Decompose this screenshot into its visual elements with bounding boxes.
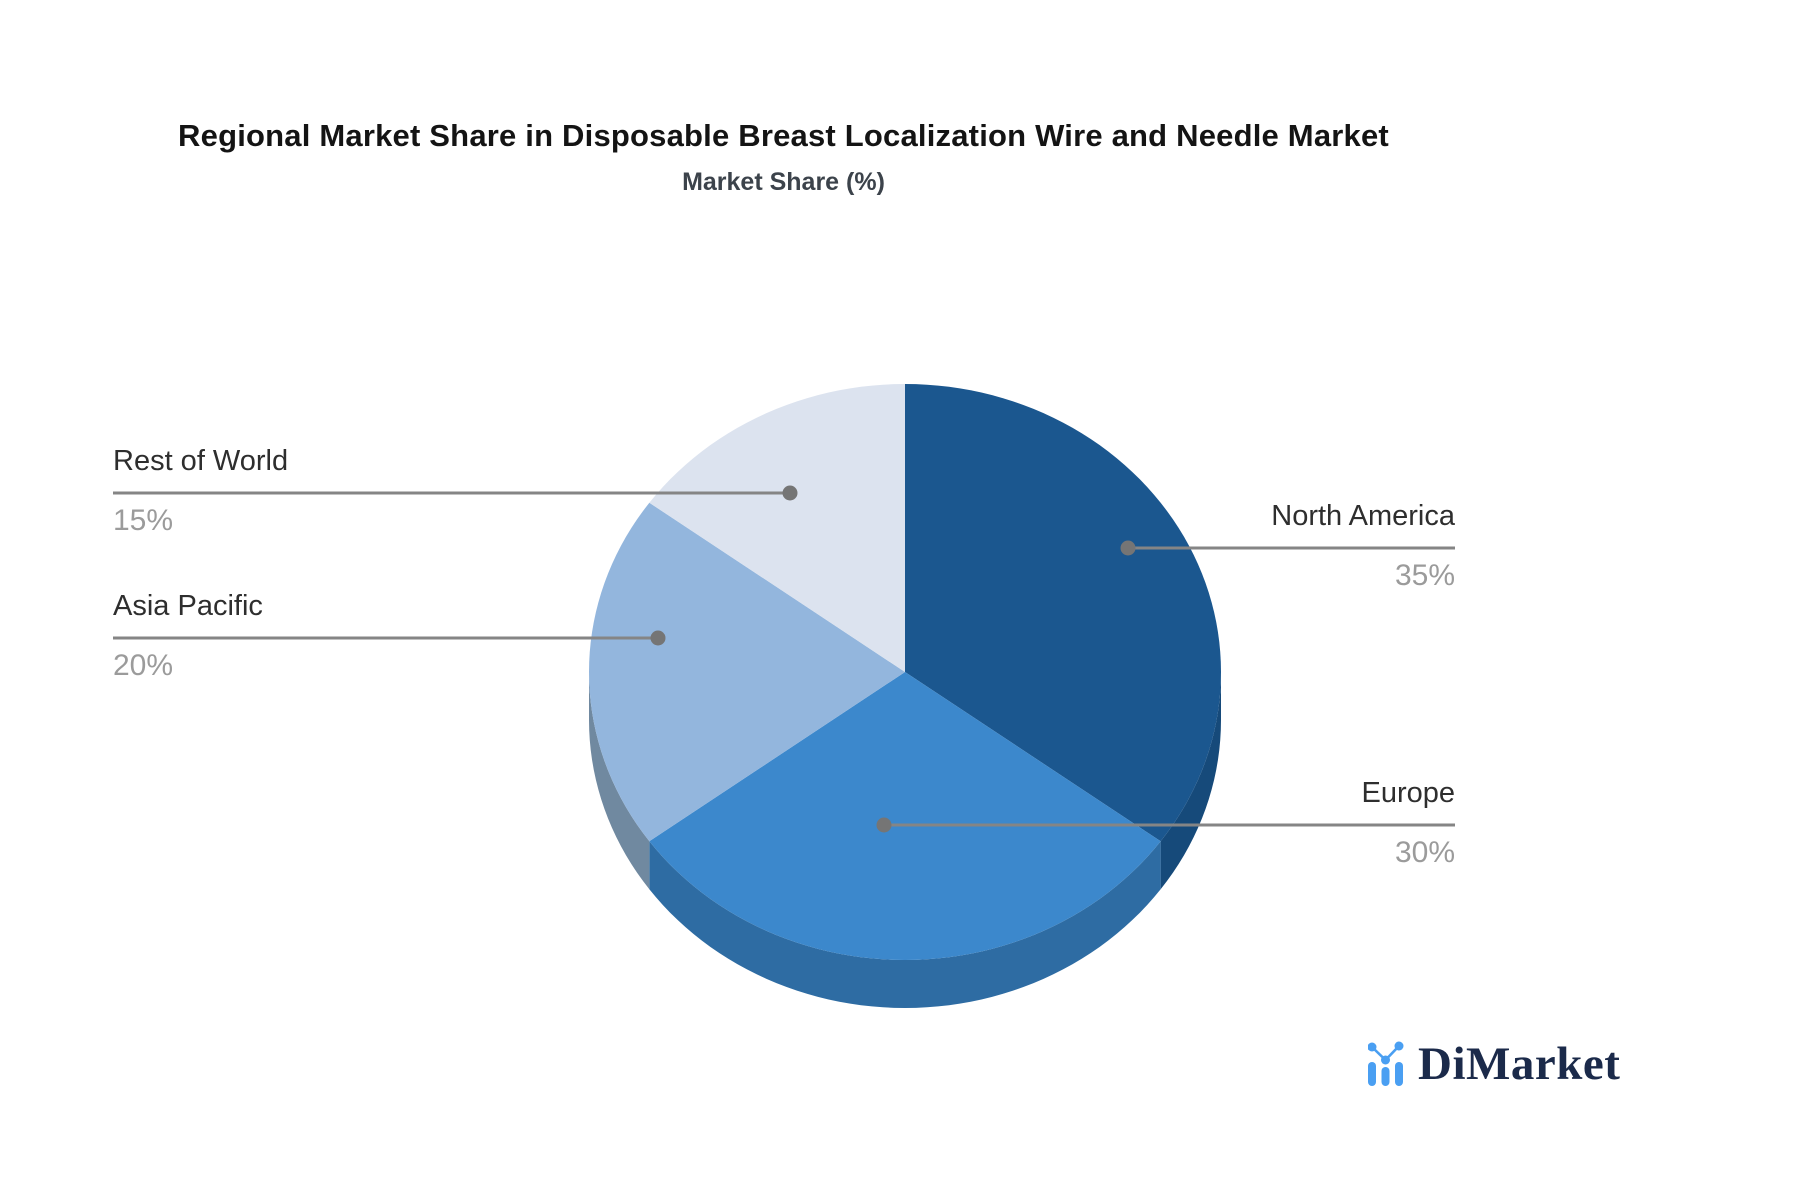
leader-dot-asia-pacific (650, 630, 666, 646)
pie-slice-side-asia-pacific (589, 672, 650, 890)
pie-slice-north-america[interactable] (905, 384, 1221, 842)
leader-dot-europe (876, 817, 892, 833)
bar-chart-logo-icon (1368, 1038, 1404, 1090)
pie-slice-asia-pacific[interactable] (589, 502, 905, 842)
leader-dot-north-america (1120, 540, 1136, 556)
leader-dot-rest-of-world (782, 485, 798, 501)
dimarket-logo-text: DiMarket (1418, 1038, 1621, 1091)
pie-slice-rest-of-world[interactable] (649, 384, 905, 672)
pie-slice-europe[interactable] (649, 672, 1161, 960)
dimarket-logo[interactable]: DiMarket (1368, 1038, 1620, 1090)
pie-slice-side-north-america (1160, 672, 1221, 890)
chart-subtitle: Market Share (%) (682, 168, 885, 196)
chart-title: Regional Market Share in Disposable Brea… (178, 118, 1389, 153)
pie-slice-side-europe (649, 841, 1161, 1008)
